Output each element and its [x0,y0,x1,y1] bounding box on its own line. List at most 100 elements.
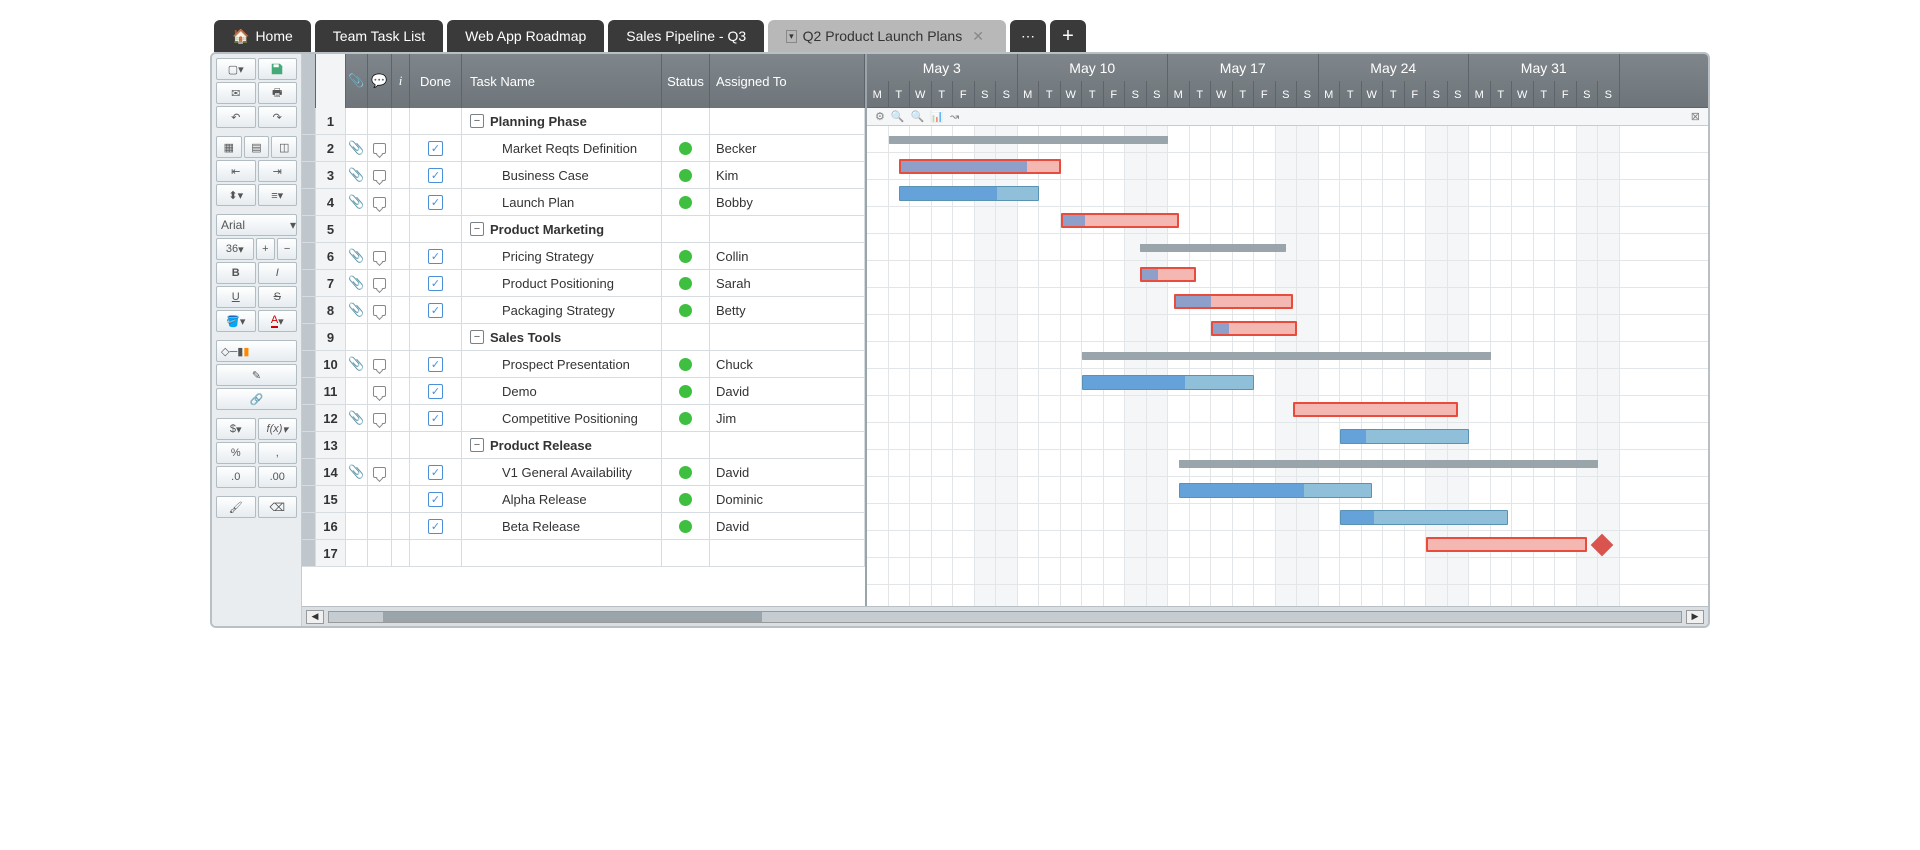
attachment-cell[interactable]: 📎 [346,459,368,485]
collapse-icon[interactable]: − [470,114,484,128]
status-cell[interactable] [662,162,710,188]
assigned-cell[interactable]: Kim [710,162,865,188]
attachment-cell[interactable]: 📎 [346,135,368,161]
table-row[interactable]: 13−Product Release [302,432,865,459]
gantt-bar[interactable] [1140,267,1196,282]
collapse-icon[interactable]: − [470,330,484,344]
table-row[interactable]: 1−Planning Phase [302,108,865,135]
comment-cell[interactable] [368,324,392,350]
tab-sales-pipeline-q3[interactable]: Sales Pipeline - Q3 [608,20,764,52]
comment-cell[interactable] [368,459,392,485]
status-cell[interactable] [662,297,710,323]
done-cell[interactable]: ✓ [410,162,462,188]
table-row[interactable]: 2📎✓Market Reqts DefinitionBecker [302,135,865,162]
horizontal-scrollbar[interactable]: ◀ ▶ [302,606,1708,626]
assigned-cell[interactable]: Sarah [710,270,865,296]
comment-cell[interactable] [368,405,392,431]
row-handle[interactable] [302,459,316,485]
done-cell[interactable] [410,540,462,566]
decrease-font-button[interactable]: − [277,238,297,260]
comment-cell[interactable] [368,486,392,512]
row-handle[interactable] [302,297,316,323]
done-cell[interactable] [410,432,462,458]
table-row[interactable]: 3📎✓Business CaseKim [302,162,865,189]
attachment-cell[interactable]: 📎 [346,162,368,188]
tab-add-button[interactable]: + [1050,20,1086,52]
fill-color-button[interactable]: 🪣▾ [216,310,256,332]
comment-cell[interactable] [368,216,392,242]
sort-button[interactable]: ⬍▾ [216,184,256,206]
tab-home[interactable]: 🏠Home [214,20,311,52]
row-handle[interactable] [302,405,316,431]
gantt-bar[interactable] [1082,375,1254,390]
done-cell[interactable]: ✓ [410,513,462,539]
paint-format-button[interactable]: 🖌 [216,496,256,518]
gantt-bar[interactable] [1174,294,1292,309]
row-handle[interactable] [302,108,316,134]
done-cell[interactable]: ✓ [410,243,462,269]
tab-more-button[interactable]: ⋯ [1010,20,1046,52]
row-handle[interactable] [302,432,316,458]
assigned-cell[interactable]: David [710,459,865,485]
column-task-name[interactable]: Task Name [462,54,662,108]
assigned-cell[interactable] [710,108,865,134]
comment-cell[interactable] [368,351,392,377]
new-button[interactable]: ▢▾ [216,58,256,80]
collapse-icon[interactable]: − [470,222,484,236]
indent-button[interactable]: ⇤ [216,160,256,182]
task-cell[interactable]: Beta Release [462,513,662,539]
status-cell[interactable] [662,486,710,512]
comment-cell[interactable] [368,540,392,566]
comment-cell[interactable] [368,135,392,161]
task-cell[interactable]: Demo [462,378,662,404]
gantt-bar[interactable] [899,159,1060,174]
gantt-bar[interactable] [1140,244,1286,252]
row-handle[interactable] [302,540,316,566]
status-cell[interactable] [662,513,710,539]
task-cell[interactable]: Market Reqts Definition [462,135,662,161]
column-done[interactable]: Done [410,54,462,108]
table-row[interactable]: 16✓Beta ReleaseDavid [302,513,865,540]
column-assigned-to[interactable]: Assigned To [710,54,865,108]
gantt-bar[interactable] [1061,213,1179,228]
row-handle[interactable] [302,378,316,404]
assigned-cell[interactable] [710,540,865,566]
status-cell[interactable] [662,243,710,269]
increase-font-button[interactable]: + [256,238,276,260]
tab-web-app-roadmap[interactable]: Web App Roadmap [447,20,604,52]
gantt-bar[interactable] [1082,352,1491,360]
gantt-chart-icon[interactable]: 📊 [930,110,944,123]
attachment-cell[interactable] [346,216,368,242]
task-cell[interactable]: Prospect Presentation [462,351,662,377]
attachment-cell[interactable] [346,432,368,458]
comment-cell[interactable] [368,432,392,458]
gantt-bar[interactable] [1340,510,1508,525]
task-cell[interactable]: Pricing Strategy [462,243,662,269]
comment-cell[interactable] [368,378,392,404]
filter-button[interactable]: ≡▾ [258,184,298,206]
assigned-cell[interactable]: David [710,378,865,404]
calendar-view-button[interactable]: ◫ [271,136,297,158]
column-info-icon[interactable]: i [392,54,410,108]
comment-cell[interactable] [368,297,392,323]
gantt-bar[interactable] [1340,429,1469,444]
assigned-cell[interactable] [710,432,865,458]
attachment-cell[interactable] [346,108,368,134]
task-cell[interactable]: −Planning Phase [462,108,662,134]
table-row[interactable]: 9−Sales Tools [302,324,865,351]
table-row[interactable]: 8📎✓Packaging StrategyBetty [302,297,865,324]
table-row[interactable]: 11✓DemoDavid [302,378,865,405]
outdent-button[interactable]: ⇥ [258,160,298,182]
done-cell[interactable] [410,216,462,242]
assigned-cell[interactable]: Bobby [710,189,865,215]
assigned-cell[interactable] [710,216,865,242]
status-cell[interactable] [662,324,710,350]
gantt-bar[interactable] [1426,537,1587,552]
row-handle[interactable] [302,351,316,377]
tab-close-icon[interactable]: ✕ [968,28,988,45]
done-cell[interactable]: ✓ [410,189,462,215]
formula-button[interactable]: f(x)▾ [258,418,298,440]
table-row[interactable]: 4📎✓Launch PlanBobby [302,189,865,216]
task-cell[interactable]: −Product Release [462,432,662,458]
status-cell[interactable] [662,216,710,242]
